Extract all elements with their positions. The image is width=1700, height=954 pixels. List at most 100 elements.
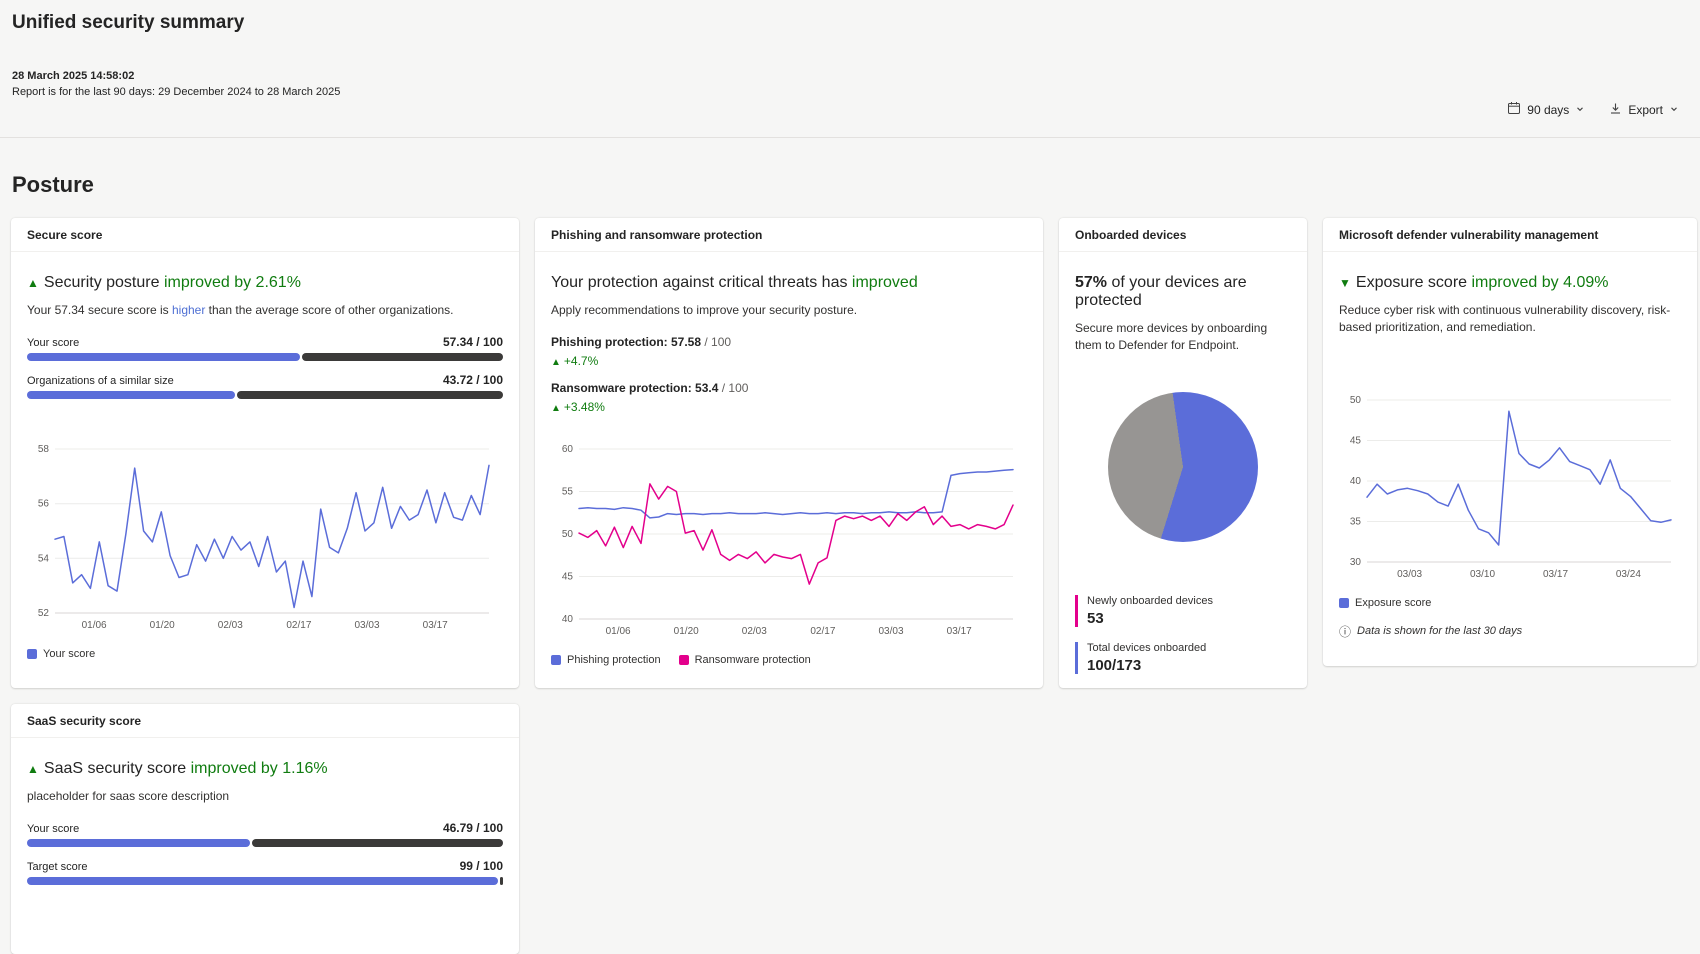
svg-text:30: 30 [1350,557,1362,568]
headline-text: of your devices are protected [1075,274,1247,309]
posture-section-title: Posture [12,172,94,197]
onboarded-devices-card: Onboarded devices 57% of your devices ar… [1059,218,1307,688]
header-controls: 90 days Export [1500,96,1686,123]
card-body: ▲ SaaS security score improved by 1.16% p… [11,738,519,954]
posture-cards-row: Secure score ▲ Security posture improved … [0,218,1700,688]
svg-text:35: 35 [1350,516,1362,527]
calendar-icon [1507,101,1521,118]
page-title: Unified security summary [12,12,245,33]
your-score-bar: Your score 57.34 / 100 [27,335,503,361]
svg-text:40: 40 [1350,476,1362,487]
legend-label: Exposure score [1355,596,1432,609]
time-range-label: 90 days [1527,102,1570,117]
stat-label: Total devices onboarded [1087,642,1207,654]
secure-score-headline: ▲ Security posture improved by 2.61% [27,274,503,292]
svg-text:40: 40 [562,614,574,625]
metric-label: Phishing protection: 57.58 [551,334,702,349]
card-title: Phishing and ransomware protection [535,218,1043,252]
saas-headline: ▲ SaaS security score improved by 1.16% [27,760,503,778]
bar-value: 99 / 100 [459,858,503,873]
svg-text:02/17: 02/17 [810,626,835,637]
download-icon [1609,102,1622,118]
legend-swatch [678,654,689,665]
saas-your-score-bar: Your score 46.79 / 100 [27,821,503,847]
svg-text:03/03: 03/03 [354,620,379,631]
ransomware-delta: ▲ +3.48% [551,400,1027,414]
svg-text:01/06: 01/06 [606,626,631,637]
svg-text:03/24: 03/24 [1616,569,1641,580]
exposure-score-chart: 30 35 40 45 50 03/03 03/10 03/17 03/24 [1339,392,1681,585]
bar-fill [27,390,236,399]
svg-text:03/03: 03/03 [1397,569,1422,580]
bar-fill [27,838,250,847]
chevron-down-icon [1669,103,1679,117]
trend-up-icon: ▲ [551,356,561,368]
bar-remainder [237,390,503,399]
posture-cards-row-2: SaaS security score ▲ SaaS security score… [0,704,1700,954]
metric-suffix: / 100 [701,334,732,349]
bar-remainder [500,876,503,885]
svg-text:52: 52 [38,608,50,619]
desc-text: than the average score of other organiza… [205,303,454,317]
bar-value: 46.79 / 100 [442,820,503,835]
stat-label: Newly onboarded devices [1087,595,1213,607]
trend-up-icon: ▲ [27,276,39,290]
svg-text:02/03: 02/03 [742,626,767,637]
export-dropdown[interactable]: Export [1602,97,1686,123]
note-text: Data is shown for the last 30 days [1357,625,1523,638]
trend-up-icon: ▲ [551,402,561,414]
delta-value: +3.48% [563,399,605,414]
legend-swatch [551,654,561,665]
headline-highlight: improved by 1.16% [190,760,328,777]
stat-value: 100/173 [1087,657,1142,674]
exposure-description: Reduce cyber risk with continuous vulner… [1339,303,1671,334]
phishing-protection-metric: Phishing protection: 57.58 / 100 [551,335,1027,349]
bar-track [27,876,503,885]
legend-swatch [1339,597,1349,608]
headline-text: Exposure score [1355,274,1472,291]
svg-text:45: 45 [1350,435,1362,446]
protection-trend-chart: 40 45 50 55 60 01/06 01/20 02/03 02/17 03/03 03/17 [551,441,1027,642]
metric-suffix: / 100 [718,380,749,395]
chevron-down-icon [1575,103,1585,117]
ransomware-protection-metric: Ransomware protection: 53.4 / 100 [551,381,1027,395]
metric-label: Ransomware protection: 53.4 [551,380,719,395]
secure-score-chart: 52 54 56 58 01/06 01/20 02/03 02/17 03/03 03/17 [27,441,503,636]
svg-text:45: 45 [562,571,574,582]
bar-fill [27,352,300,361]
legend-label: Phishing protection [567,653,661,666]
svg-text:03/03: 03/03 [878,626,903,637]
svg-text:50: 50 [562,529,574,540]
stat-value: 53 [1087,610,1104,627]
bar-label: Organizations of a similar size [27,374,174,387]
svg-text:01/06: 01/06 [82,620,107,631]
svg-text:50: 50 [1350,395,1362,406]
headline-highlight: improved by 2.61% [163,274,301,291]
svg-text:01/20: 01/20 [674,626,699,637]
legend-swatch [27,648,37,659]
time-range-dropdown[interactable]: 90 days [1500,96,1592,123]
info-icon: ⓘ [1339,624,1352,639]
protection-headline: Your protection against critical threats… [551,274,1027,292]
card-title: Onboarded devices [1059,218,1307,252]
secure-score-legend: Your score [27,648,503,660]
onboarded-devices-pie-chart [1108,391,1258,542]
card-title: Microsoft defender vulnerability managem… [1323,218,1697,252]
svg-text:03/17: 03/17 [947,626,972,637]
onboarded-stats: Newly onboarded devices 53 Total devices… [1075,580,1291,674]
bar-track [27,390,503,399]
vulnerability-management-card: Microsoft defender vulnerability managem… [1323,218,1697,666]
svg-text:03/17: 03/17 [1543,569,1568,580]
bar-value: 43.72 / 100 [442,372,503,387]
legend-item: Exposure score [1339,597,1431,609]
exposure-headline: ▼ Exposure score improved by 4.09% [1339,274,1681,292]
svg-text:54: 54 [38,553,50,564]
legend-label: Your score [43,647,96,660]
legend-label: Ransomware protection [694,653,811,666]
card-title: SaaS security score [11,704,519,738]
svg-text:01/20: 01/20 [150,620,175,631]
bar-track [27,352,503,361]
bar-fill [27,876,499,885]
phishing-ransomware-card: Phishing and ransomware protection Your … [535,218,1043,688]
delta-value: +4.7% [563,353,599,368]
